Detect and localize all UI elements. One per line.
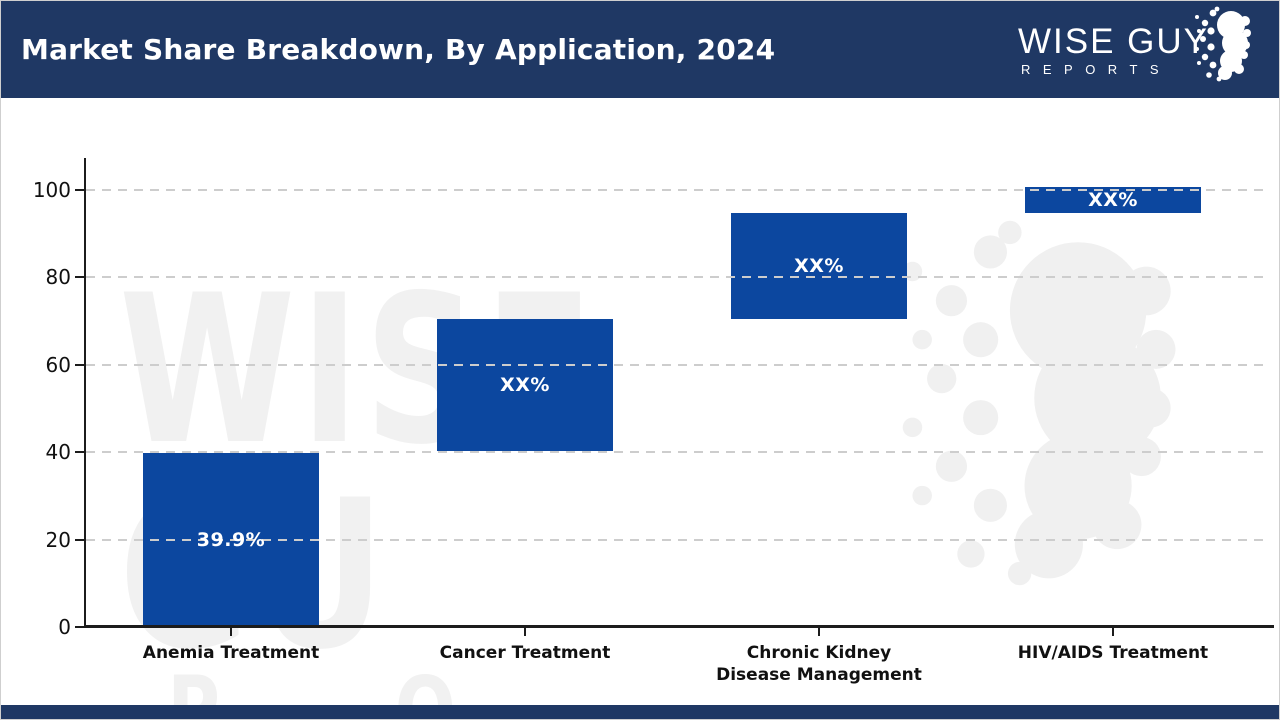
gridline-40	[86, 451, 1270, 454]
y-tick-mark	[75, 538, 85, 541]
x-category-label: Chronic Kidney Disease Management	[716, 643, 922, 686]
y-tick-mark	[75, 363, 85, 366]
bar-segment	[437, 318, 613, 452]
y-tick-label: 100	[32, 178, 71, 202]
x-tick-mark	[1112, 628, 1114, 636]
x-axis-line	[84, 625, 1274, 628]
gridline-20	[86, 538, 1270, 541]
y-tick-label: 20	[45, 527, 71, 552]
y-tick-mark	[75, 451, 85, 454]
y-axis-line	[84, 158, 86, 628]
y-tick-label: 60	[45, 352, 71, 377]
gridline-60	[86, 363, 1270, 366]
logo-wordmark: WISE GUY	[1017, 21, 1209, 61]
bar-value-label: XX%	[1088, 189, 1138, 212]
y-tick-label: 80	[45, 265, 71, 290]
y-tick-label: 0	[58, 615, 71, 639]
x-category-label: Anemia Treatment	[142, 643, 320, 663]
logo-text: WISE GUY REPORTS	[1018, 24, 1209, 76]
y-tick-mark	[75, 189, 85, 191]
gridline-100	[86, 189, 1270, 191]
logo-head-dots-icon	[1195, 5, 1253, 87]
footer-bar	[1, 705, 1279, 719]
x-tick-mark	[524, 628, 526, 636]
bar-segment	[731, 212, 907, 319]
x-category-label: HIV/AIDS Treatment	[1017, 643, 1209, 663]
x-category-label: Cancer Treatment	[439, 643, 611, 663]
x-tick-mark	[230, 628, 232, 636]
y-tick-label: 40	[45, 440, 71, 465]
logo-subtitle: REPORTS	[1020, 61, 1172, 77]
y-tick-mark	[75, 626, 85, 628]
y-tick-mark	[75, 276, 85, 279]
header-bar: Market Share Breakdown, By Application, …	[1, 1, 1279, 98]
page-title: Market Share Breakdown, By Application, …	[21, 33, 776, 66]
bar-value-label: XX%	[500, 374, 550, 397]
bar-value-label: XX%	[794, 254, 844, 277]
bar-value-label: 39.9%	[196, 528, 266, 551]
x-tick-mark	[818, 628, 820, 636]
gridline-80	[86, 276, 1270, 279]
wise-guy-reports-logo: WISE GUY REPORTS	[1018, 6, 1253, 87]
bar-segment	[1025, 187, 1201, 213]
